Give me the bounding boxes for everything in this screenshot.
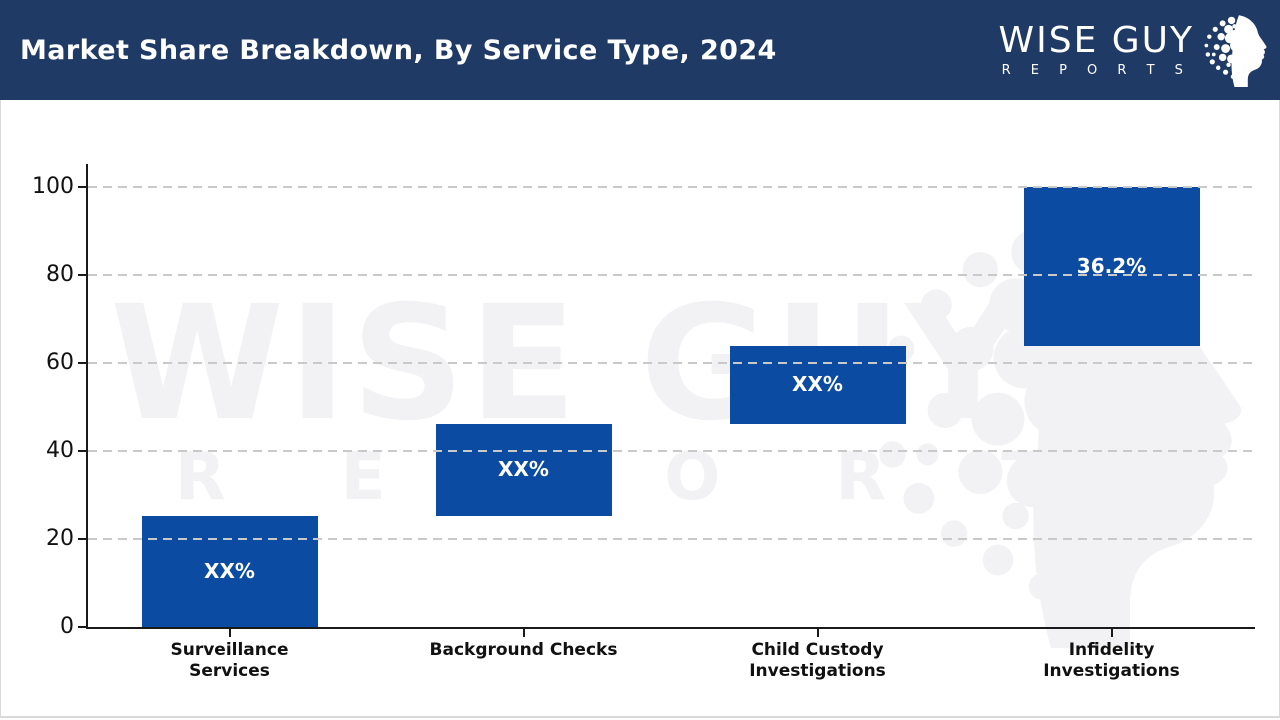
gridline	[88, 450, 1253, 452]
brand-subname: R E P O R T S	[1001, 63, 1191, 78]
gridline	[88, 274, 1253, 276]
y-tick-label: 0	[60, 614, 74, 639]
bar-value-label: XX%	[498, 456, 549, 481]
x-tick-label: Child Custody Investigations	[749, 640, 886, 681]
brand-logo: WISE GUY R E P O R T S	[999, 7, 1280, 93]
frame-border-bottom	[0, 716, 1280, 718]
gridline	[88, 186, 1253, 188]
gridline	[88, 362, 1253, 364]
bar-value-label: XX%	[204, 558, 255, 583]
header-band: Market Share Breakdown, By Service Type,…	[0, 0, 1280, 100]
brand-name: WISE GUY	[998, 20, 1194, 61]
x-axis-tick	[1110, 629, 1113, 637]
brand-logo-text: WISE GUY R E P O R T S	[998, 20, 1195, 79]
page-title: Market Share Breakdown, By Service Type,…	[20, 34, 777, 66]
bar	[729, 346, 906, 424]
gridline	[88, 538, 1253, 540]
brand-head-icon	[1204, 15, 1267, 87]
y-axis-tick	[78, 626, 86, 628]
x-axis-tick	[522, 629, 525, 637]
y-tick-label: 100	[32, 174, 74, 199]
y-axis-tick	[78, 274, 86, 276]
y-tick-label: 60	[46, 350, 74, 375]
y-tick-label: 20	[46, 526, 74, 551]
bar	[435, 423, 612, 517]
x-axis-tick	[816, 629, 819, 637]
x-axis-spine	[86, 627, 1255, 629]
x-tick-label: Surveillance Services	[170, 640, 289, 681]
y-axis-tick	[78, 538, 86, 540]
y-tick-label: 40	[46, 438, 74, 463]
bar-value-label: XX%	[792, 372, 843, 396]
bar	[1023, 187, 1200, 347]
bar-value-label: 36.2%	[1076, 253, 1147, 278]
frame-border-left	[0, 100, 1, 716]
y-axis-spine	[86, 164, 88, 629]
x-tick-label: Infidelity Investigations	[1043, 640, 1180, 681]
bar	[141, 516, 318, 627]
y-axis-tick	[78, 362, 86, 364]
y-axis-tick	[78, 450, 86, 452]
x-tick-label: Background Checks	[429, 640, 618, 660]
y-axis-tick	[78, 186, 86, 188]
y-tick-label: 80	[46, 262, 74, 287]
x-axis-tick	[228, 629, 231, 637]
